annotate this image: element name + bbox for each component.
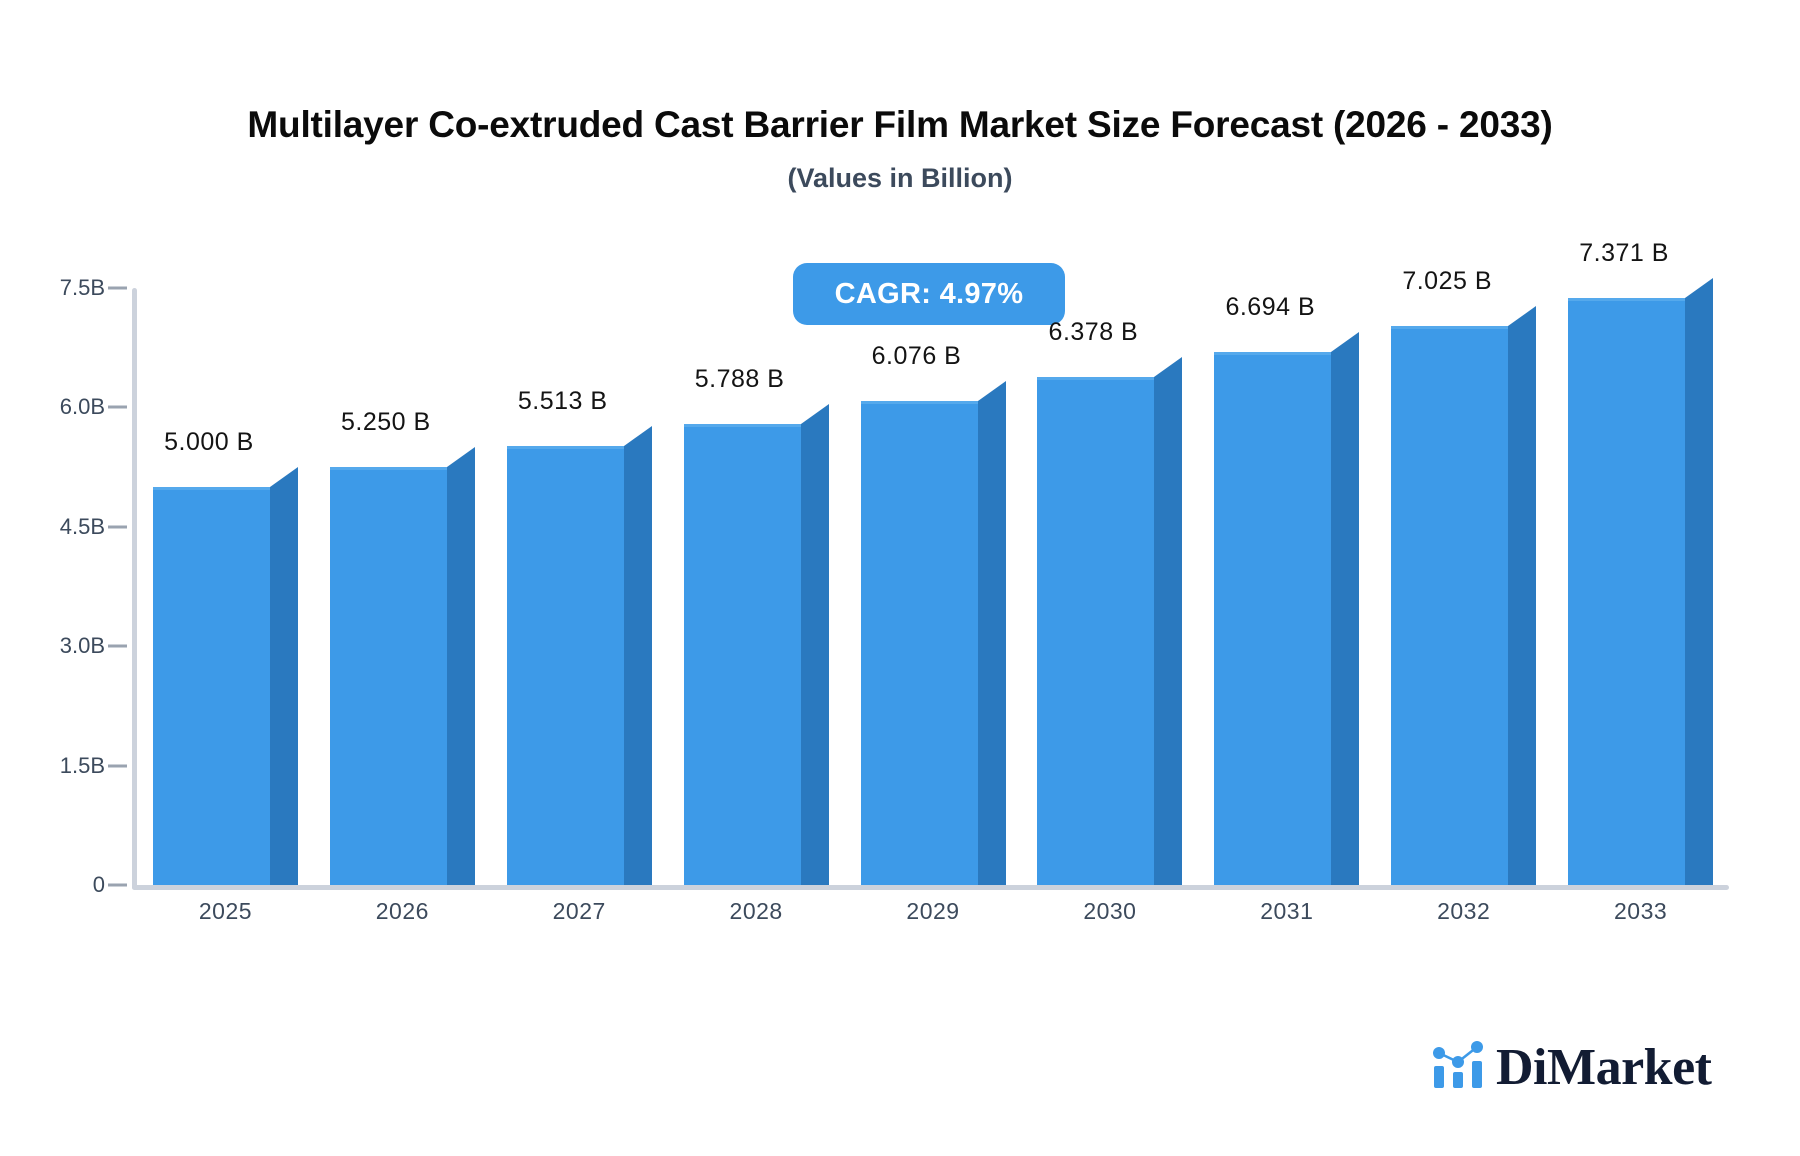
chart-title: Multilayer Co-extruded Cast Barrier Film… — [247, 104, 1553, 145]
x-axis-label-2031: 2031 — [1260, 898, 1314, 924]
bar-top-cap — [1154, 357, 1183, 378]
y-tick-label: 0 — [92, 872, 105, 897]
bar-top-cap — [1685, 278, 1714, 299]
bar-side-face — [1154, 377, 1183, 885]
brand-logo-text: DiMarket — [1496, 1038, 1712, 1096]
plot-area: 0 1.5B 3.0B 4.5B 6.0B 7.5B 5.000 B 5.250 B 5.51… — [60, 239, 1729, 897]
bar-2030: 6.378 B — [1037, 318, 1183, 885]
bar-front-face — [1391, 325, 1509, 885]
bar-side-face — [1508, 325, 1537, 885]
bar-slot: 5.788 B — [668, 288, 845, 885]
bar-front-face — [1037, 377, 1155, 885]
cagr-badge-label: CAGR: 4.97% — [834, 277, 1024, 310]
y-tick-mark — [108, 883, 127, 887]
bar-side-face — [269, 487, 298, 885]
x-axis-labels: 2025 2026 2027 2028 2029 2030 2031 2032 2033 — [137, 898, 1729, 925]
y-axis-line — [132, 288, 137, 890]
bar-slot: 6.378 B — [1021, 288, 1198, 885]
bar-slot: 5.000 B — [137, 288, 314, 885]
bar-value-label: 7.025 B — [1402, 266, 1493, 295]
bar-slot: 7.371 B — [1552, 239, 1729, 885]
bar-top-cap — [623, 426, 652, 447]
bar-2027: 5.513 B — [506, 387, 652, 885]
bar-front-face — [1568, 298, 1686, 885]
bar-front-face — [506, 446, 624, 885]
bar-slot: 5.513 B — [491, 288, 668, 885]
y-tick-mark — [108, 525, 127, 529]
bar-2028: 5.788 B — [683, 365, 829, 885]
y-tick-label: 4.5B — [59, 513, 105, 539]
bar-top-cap — [977, 381, 1006, 402]
x-axis-label-2026: 2026 — [375, 898, 429, 924]
bar-front-face — [329, 467, 447, 885]
brand-logo: DiMarket — [1432, 1038, 1712, 1096]
x-axis-label-2032: 2032 — [1437, 898, 1491, 924]
x-axis-label-2033: 2033 — [1613, 898, 1668, 924]
chart-subtitle: (Values in Billion) — [787, 162, 1013, 193]
bar-chart-dots-icon — [1432, 1040, 1486, 1095]
bar-slot: 6.694 B — [1198, 288, 1375, 885]
bar-top-cap — [800, 404, 829, 425]
x-axis-label-2028: 2028 — [729, 898, 783, 924]
bar-value-label: 5.250 B — [340, 408, 431, 437]
bar-front-face — [860, 401, 978, 885]
bar-2026: 5.250 B — [329, 408, 475, 885]
x-axis-label-2029: 2029 — [906, 898, 960, 924]
bar-value-label: 6.378 B — [1048, 318, 1139, 347]
x-axis-label-2030: 2030 — [1083, 898, 1137, 924]
bar-value-label: 5.788 B — [694, 365, 785, 394]
bar-side-face — [800, 424, 829, 885]
bar-top-cap — [1331, 332, 1360, 353]
bar-side-face — [446, 467, 475, 885]
bar-value-label: 5.000 B — [164, 428, 254, 456]
bar-side-face — [623, 446, 652, 885]
bar-slot: 5.250 B — [314, 288, 491, 885]
bar-value-label: 6.076 B — [871, 342, 962, 371]
bar-side-face — [1331, 352, 1360, 885]
y-tick-label: 7.5B — [59, 275, 105, 300]
bar-2031: 6.694 B — [1214, 293, 1360, 885]
bar-side-face — [1685, 298, 1714, 885]
y-tick-mark — [108, 286, 127, 290]
bar-top-cap — [269, 467, 298, 487]
bar-series: 5.000 B 5.250 B 5.513 B 5.788 B 6.076 B 6.378… — [137, 239, 1729, 885]
y-tick-mark — [108, 764, 127, 768]
bar-front-face — [1214, 352, 1332, 885]
x-axis-label-2025: 2025 — [198, 898, 253, 924]
cagr-badge: CAGR: 4.97% — [793, 263, 1065, 325]
x-axis-label-2027: 2027 — [552, 898, 606, 924]
bar-side-face — [977, 401, 1006, 885]
y-tick-label: 6.0B — [59, 394, 105, 420]
bar-value-label: 6.694 B — [1225, 293, 1316, 322]
bar-2032: 7.025 B — [1391, 267, 1537, 885]
y-tick-label: 3.0B — [59, 633, 105, 659]
bar-front-face — [683, 424, 801, 885]
bar-value-label: 5.513 B — [517, 387, 608, 416]
bar-slot: 6.076 B — [845, 288, 1022, 885]
bar-2025: 5.000 B — [152, 428, 298, 885]
bar-2029: 6.076 B — [860, 342, 1006, 885]
bar-top-cap — [446, 447, 475, 468]
bar-slot: 7.025 B — [1375, 267, 1552, 885]
bar-top-cap — [1508, 305, 1537, 326]
bar-2033: 7.371 B — [1568, 239, 1714, 885]
bar-value-label: 7.371 B — [1579, 239, 1669, 268]
x-axis-line — [132, 885, 1729, 890]
y-tick-label: 1.5B — [59, 752, 105, 778]
y-tick-mark — [108, 644, 127, 648]
y-tick-mark — [108, 405, 127, 409]
chart-header: Multilayer Co-extruded Cast Barrier Film… — [0, 104, 1800, 194]
bar-front-face — [152, 487, 270, 885]
